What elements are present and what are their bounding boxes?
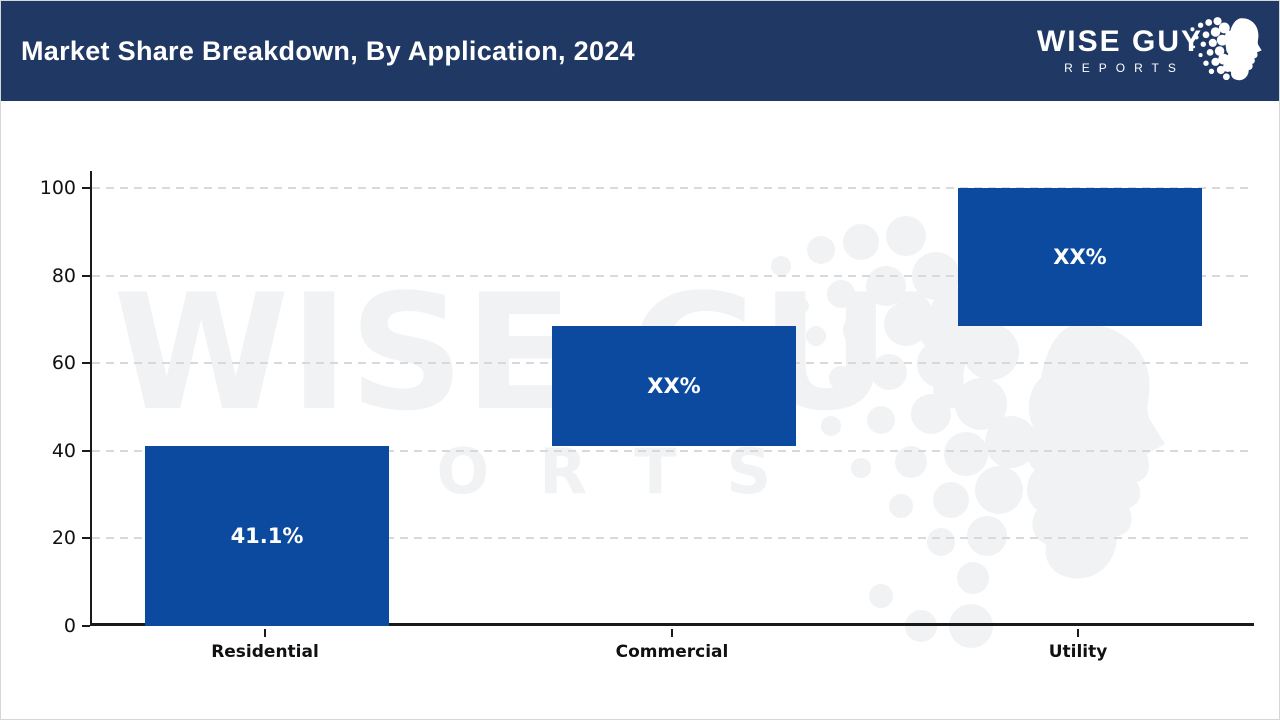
y-tick-100 <box>82 187 90 189</box>
bar-value-label: XX% <box>647 374 701 398</box>
gridline-40 <box>92 450 1254 452</box>
x-tick-utility <box>1077 629 1079 637</box>
y-tick-label-20: 20 <box>51 527 76 549</box>
watermark-face-dots <box>770 216 1165 648</box>
bar-residential: 41.1% <box>145 446 389 626</box>
gridline-80 <box>92 275 1254 277</box>
logo-wiseguy-text: WISE GUY <box>1036 25 1203 58</box>
y-tick-label-60: 60 <box>51 352 76 374</box>
chart-title: Market Share Breakdown, By Application, … <box>21 35 635 66</box>
plot-area: 41.1% XX% XX% <box>90 171 1254 626</box>
header-bar: Market Share Breakdown, By Application, … <box>1 1 1279 101</box>
gridline-100 <box>92 187 1254 189</box>
logo-face-icon <box>1190 17 1262 81</box>
gridline-20 <box>92 537 1254 539</box>
bar-commercial: XX% <box>552 326 796 446</box>
bar-value-label: 41.1% <box>230 524 304 548</box>
x-tick-residential <box>264 629 266 637</box>
logo-text: WISE GUY REPORTS <box>1036 25 1203 76</box>
x-tick-label-residential: Residential <box>211 642 319 662</box>
bar-utility: XX% <box>958 188 1202 326</box>
x-tick-label-commercial: Commercial <box>615 642 729 662</box>
x-tick-commercial <box>671 629 673 637</box>
y-tick-40 <box>82 450 90 452</box>
x-tick-label-utility: Utility <box>1048 642 1108 662</box>
y-tick-20 <box>82 537 90 539</box>
y-tick-80 <box>82 275 90 277</box>
wiseguy-reports-logo: WISE GUY REPORTS <box>1037 5 1263 97</box>
y-tick-label-0: 0 <box>63 615 76 637</box>
bar-value-label: XX% <box>1053 245 1107 269</box>
logo-reports-text: REPORTS <box>1064 61 1185 75</box>
y-tick-label-100: 100 <box>39 177 76 199</box>
y-tick-label-40: 40 <box>51 440 76 462</box>
y-tick-label-80: 80 <box>51 265 76 287</box>
y-tick-60 <box>82 362 90 364</box>
y-tick-0 <box>82 625 90 627</box>
